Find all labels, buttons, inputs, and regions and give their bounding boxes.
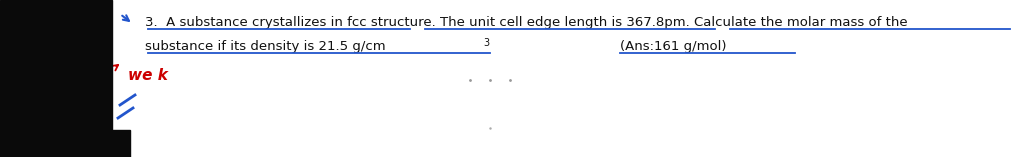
Text: 3: 3: [483, 38, 489, 48]
Text: substance if its density is 21.5 g/cm: substance if its density is 21.5 g/cm: [145, 40, 386, 53]
Text: (Ans:161 g/mol): (Ans:161 g/mol): [620, 40, 726, 53]
Text: 3.  A substance crystallizes in fcc structure. The unit cell edge length is 367.: 3. A substance crystallizes in fcc struc…: [145, 16, 907, 29]
Bar: [0, 130, 130, 157]
Bar: [0, 0, 112, 157]
Text: we k: we k: [128, 68, 168, 83]
